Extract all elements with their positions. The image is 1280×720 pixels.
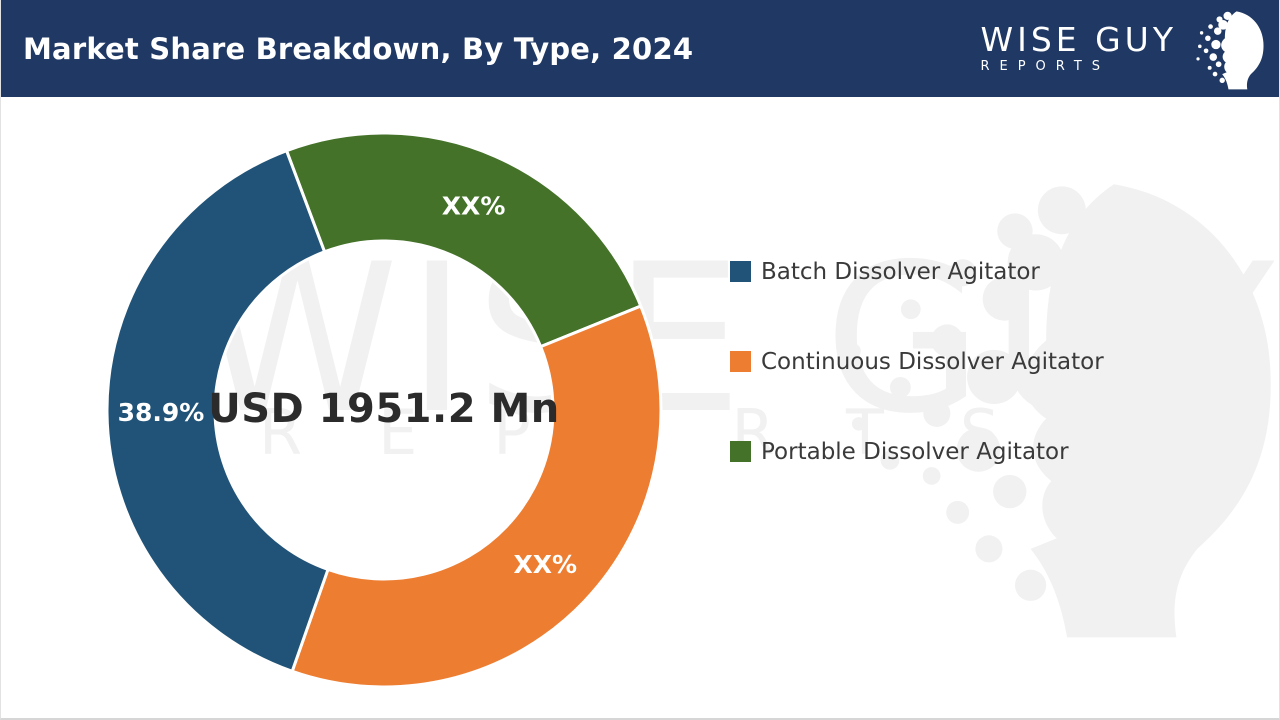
header-bar: Market Share Breakdown, By Type, 2024 WI… bbox=[1, 0, 1279, 97]
legend-label: Continuous Dissolver Agitator bbox=[761, 348, 1104, 375]
legend-item-portable: Portable Dissolver Agitator bbox=[730, 438, 1104, 465]
legend-swatch-portable bbox=[730, 441, 751, 462]
logo-wordmark: WISE GUY bbox=[980, 20, 1177, 60]
page-title: Market Share Breakdown, By Type, 2024 bbox=[23, 31, 694, 66]
legend-swatch-batch bbox=[730, 261, 751, 282]
pie-slice-label: XX% bbox=[442, 192, 506, 221]
pie-slice-label: 38.9% bbox=[118, 398, 205, 427]
pie-slice-portable-dissolver-agitator bbox=[285, 131, 643, 349]
logo-subtext: REPORTS bbox=[980, 58, 1111, 74]
legend-label: Portable Dissolver Agitator bbox=[761, 438, 1069, 465]
legend-label: Batch Dissolver Agitator bbox=[761, 258, 1040, 285]
pie-slice-label: XX% bbox=[513, 550, 577, 579]
chart-legend: Batch Dissolver Agitator Continuous Diss… bbox=[730, 258, 1104, 528]
chart-center-value: USD 1951.2 Mn bbox=[208, 386, 560, 432]
legend-swatch-continuous bbox=[730, 351, 751, 372]
pie-slice-batch-dissolver-agitator bbox=[105, 149, 330, 673]
wise-guy-logo: WISE GUY REPORTS bbox=[980, 8, 1279, 90]
logo-face-icon bbox=[1196, 10, 1264, 89]
pie-slice-continuous-dissolver-agitator bbox=[290, 304, 663, 689]
legend-item-continuous: Continuous Dissolver Agitator bbox=[730, 348, 1104, 375]
legend-item-batch: Batch Dissolver Agitator bbox=[730, 258, 1104, 285]
